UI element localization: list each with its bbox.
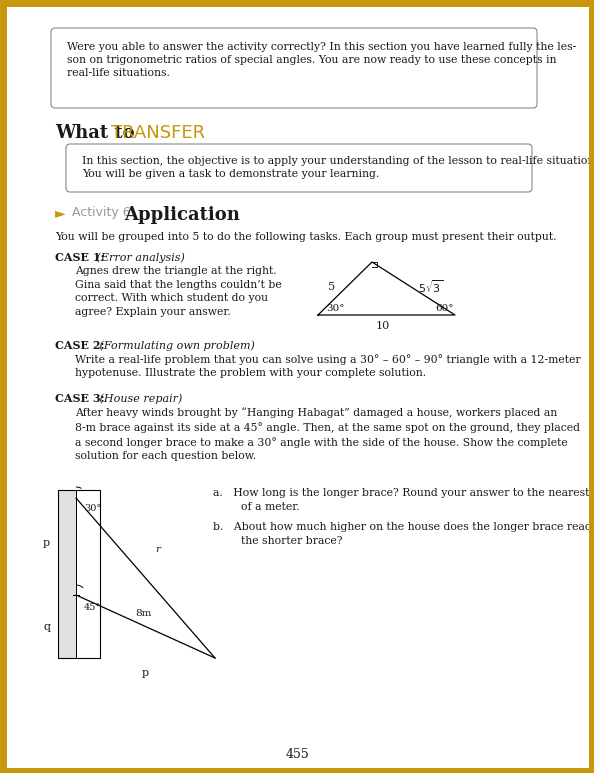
Text: 60°: 60° (435, 304, 453, 313)
Text: TRANSFER: TRANSFER (111, 124, 205, 142)
Text: (Formulating own problem): (Formulating own problem) (96, 340, 255, 351)
Text: (House repair): (House repair) (96, 393, 182, 404)
Text: Agnes drew the triangle at the right.
Gina said that the lengths couldn’t be
cor: Agnes drew the triangle at the right. Gi… (75, 266, 282, 317)
Text: 30°: 30° (84, 504, 101, 513)
Text: ►: ► (55, 206, 65, 220)
Text: You will be grouped into 5 to do the following tasks. Each group must present th: You will be grouped into 5 to do the fol… (55, 232, 557, 242)
Text: $5\sqrt{3}$: $5\sqrt{3}$ (418, 278, 443, 295)
Text: 5: 5 (328, 281, 335, 291)
Text: CASE 2:: CASE 2: (55, 340, 105, 351)
Text: CASE 3:: CASE 3: (55, 393, 105, 404)
Text: Activity 6:: Activity 6: (72, 206, 143, 219)
Text: r: r (156, 545, 160, 554)
Text: p: p (142, 668, 149, 678)
Text: CASE 1:: CASE 1: (55, 252, 105, 263)
Text: (Error analysis): (Error analysis) (93, 252, 185, 263)
Text: 30°: 30° (326, 304, 345, 313)
FancyBboxPatch shape (51, 28, 537, 108)
Text: After heavy winds brought by “Hanging Habagat” damaged a house, workers placed a: After heavy winds brought by “Hanging Ha… (75, 407, 580, 461)
Bar (58, 490, 100, 658)
Text: Application: Application (124, 206, 240, 224)
Text: a.   How long is the longer brace? Round your answer to the nearest tenth
      : a. How long is the longer brace? Round y… (213, 488, 594, 512)
Text: Were you able to answer the activity correctly? In this section you have learned: Were you able to answer the activity cor… (67, 42, 576, 78)
Text: 45°: 45° (84, 603, 101, 612)
Text: What to: What to (55, 124, 141, 142)
Text: 10: 10 (375, 321, 390, 331)
Text: In this section, the objective is to apply your understanding of the lesson to r: In this section, the objective is to app… (82, 156, 594, 179)
Text: q: q (43, 621, 50, 632)
Text: 8m: 8m (135, 609, 152, 618)
Text: 455: 455 (285, 748, 309, 761)
Bar (58, 490, 76, 658)
Text: b.   About how much higher on the house does the longer brace reach than
       : b. About how much higher on the house do… (213, 522, 594, 546)
FancyBboxPatch shape (66, 144, 532, 192)
Text: Write a real-life problem that you can solve using a 30° – 60° – 90° triangle wi: Write a real-life problem that you can s… (75, 354, 580, 379)
Text: p: p (43, 537, 50, 547)
